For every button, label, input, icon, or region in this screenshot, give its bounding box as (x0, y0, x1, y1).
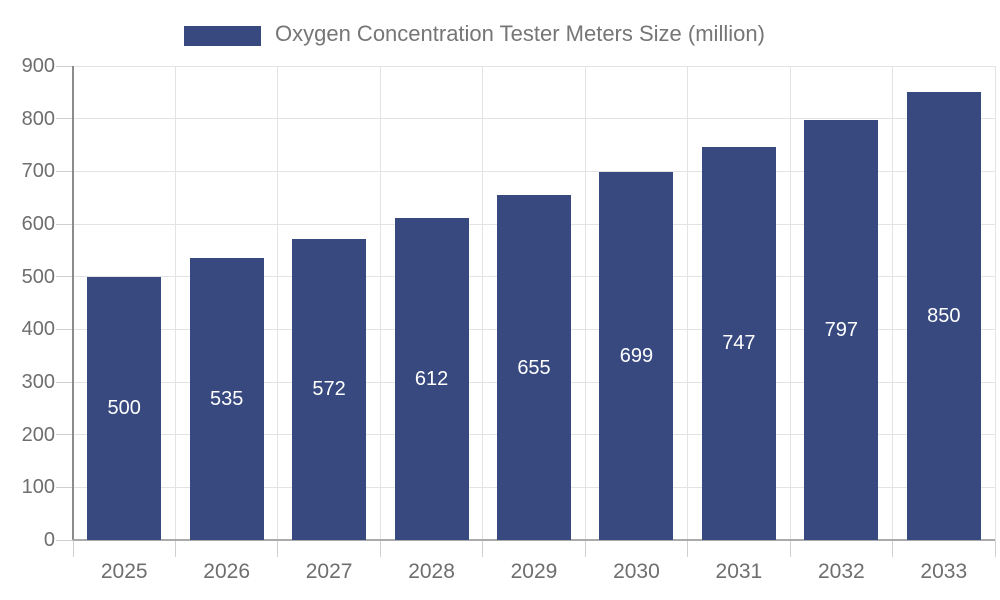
x-tick-label: 2027 (305, 560, 353, 583)
y-tick-label: 600 (21, 213, 55, 235)
y-tick-label: 0 (43, 529, 55, 551)
bar-2025[interactable] (87, 276, 162, 540)
y-tick-mark (56, 223, 73, 225)
x-gridline (584, 66, 586, 540)
y-tick-mark (56, 381, 73, 383)
y-gridline (73, 118, 995, 120)
bar-value-label: 747 (722, 332, 756, 355)
y-gridline (73, 65, 995, 67)
x-tick-mark (174, 540, 176, 557)
bar-value-label: 572 (312, 378, 346, 401)
bar-2031[interactable] (701, 146, 776, 540)
x-tick-mark (379, 540, 381, 557)
x-gridline (789, 66, 791, 540)
x-gridline (379, 66, 381, 540)
x-tick-label: 2026 (203, 560, 251, 583)
y-tick-mark (56, 486, 73, 488)
bar-2029[interactable] (497, 195, 571, 540)
bar-2033[interactable] (906, 92, 981, 540)
x-tick-mark (994, 540, 996, 557)
x-gridline (687, 66, 689, 540)
y-tick-mark (56, 170, 73, 172)
bar-value-label: 699 (619, 344, 654, 367)
bar-2028[interactable] (394, 217, 469, 540)
x-tick-label: 2028 (408, 560, 455, 583)
legend-item[interactable]: Oxygen Concentration Tester Meters Size … (184, 20, 765, 48)
bar-2032[interactable] (804, 120, 879, 540)
legend-swatch (184, 26, 261, 46)
x-tick-label: 2033 (920, 560, 968, 583)
y-tick-label: 500 (21, 265, 55, 288)
y-tick-mark (56, 276, 73, 278)
x-tick-label: 2029 (510, 560, 558, 583)
y-tick-label: 300 (21, 371, 55, 393)
x-tick-mark (584, 540, 586, 557)
x-gridline (994, 66, 996, 540)
x-tick-mark (277, 540, 279, 557)
y-tick-label: 100 (21, 476, 55, 499)
x-tick-mark (482, 540, 484, 557)
y-tick-label: 700 (21, 160, 55, 183)
bar-2027[interactable] (292, 238, 367, 540)
y-tick-mark (56, 434, 73, 436)
x-tick-mark (789, 540, 791, 557)
y-tick-mark (56, 118, 73, 120)
x-tick-label: 2030 (613, 560, 660, 583)
bar-value-label: 850 (927, 305, 961, 328)
x-axis-line (73, 539, 995, 541)
bar-2030[interactable] (599, 171, 674, 540)
x-gridline (482, 66, 484, 540)
x-tick-label: 2031 (715, 560, 763, 583)
x-tick-mark (892, 540, 894, 557)
y-tick-label: 400 (21, 318, 55, 341)
bar-value-label: 535 (209, 388, 244, 411)
x-tick-mark (687, 540, 689, 557)
y-tick-label: 900 (21, 55, 55, 77)
x-tick-label: 2032 (817, 560, 865, 583)
y-tick-mark (56, 328, 73, 330)
x-gridline (892, 66, 894, 540)
y-tick-mark (56, 539, 73, 541)
bar-value-label: 655 (517, 356, 551, 379)
y-axis-line (72, 66, 74, 540)
y-tick-mark (56, 65, 73, 67)
y-tick-label: 200 (21, 423, 55, 446)
y-gridline (73, 170, 995, 172)
legend-label: Oxygen Concentration Tester Meters Size … (275, 21, 765, 46)
y-tick-label: 800 (21, 107, 55, 130)
x-tick-mark (72, 540, 74, 557)
x-gridline (277, 66, 279, 540)
x-gridline (174, 66, 176, 540)
bar-value-label: 500 (107, 397, 141, 420)
bar-2026[interactable] (189, 258, 264, 540)
x-tick-label: 2025 (100, 560, 148, 583)
bar-value-label: 797 (824, 319, 859, 342)
bar-value-label: 612 (414, 367, 449, 390)
